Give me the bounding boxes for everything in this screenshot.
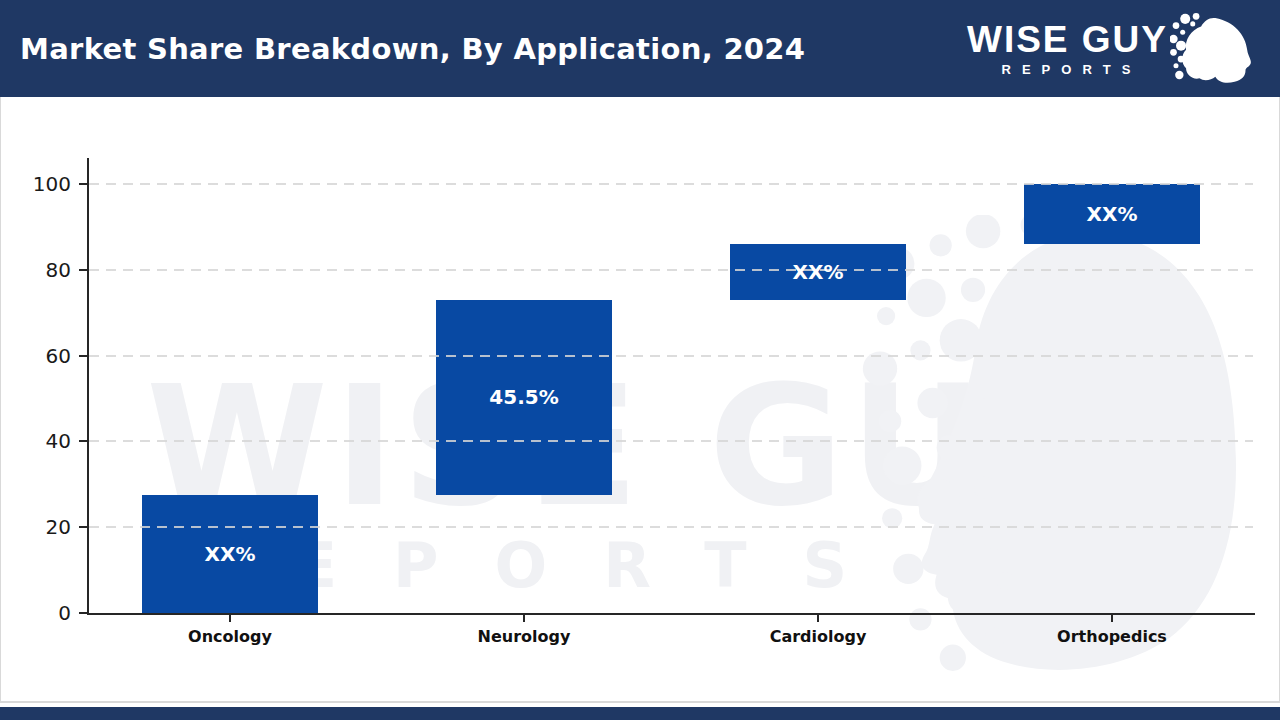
- x-tick-mark: [229, 615, 231, 622]
- y-tick-label: 20: [5, 514, 71, 540]
- y-tick-label: 40: [5, 428, 71, 454]
- y-tick-mark: [79, 440, 87, 442]
- gridline-y20: [89, 526, 1253, 528]
- y-tick-mark: [79, 612, 87, 614]
- bar-value-label: 45.5%: [436, 384, 612, 410]
- y-tick-mark: [79, 269, 87, 271]
- brand-wordmark: WISE GUY: [967, 21, 1168, 58]
- bar-value-label: XX%: [1024, 201, 1200, 227]
- header: Market Share Breakdown, By Application, …: [0, 0, 1280, 97]
- y-tick-label: 100: [5, 171, 71, 197]
- x-category-label-cardiology: Cardiology: [698, 627, 938, 646]
- brand-logo: WISE GUY REPORTS: [967, 13, 1254, 85]
- chart-canvas: WISE GUY REPORTS XX%45.5%XX%XX%020406080…: [0, 97, 1280, 703]
- x-axis-line: [87, 613, 1255, 615]
- brand-face-icon: [1170, 13, 1254, 85]
- report-image: Market Share Breakdown, By Application, …: [0, 0, 1280, 720]
- y-tick-label: 0: [5, 600, 71, 626]
- y-tick-label: 60: [5, 343, 71, 369]
- bar-value-label: XX%: [142, 541, 318, 567]
- y-tick-mark: [79, 526, 87, 528]
- y-tick-label: 80: [5, 257, 71, 283]
- y-tick-mark: [79, 183, 87, 185]
- x-category-label-oncology: Oncology: [110, 627, 350, 646]
- chart-plot-area: XX%45.5%XX%XX%020406080100OncologyNeurol…: [89, 158, 1253, 613]
- y-axis-line: [87, 158, 89, 615]
- brand-subtext: REPORTS: [994, 63, 1142, 76]
- bar-value-label: XX%: [730, 259, 906, 285]
- x-tick-mark: [817, 615, 819, 622]
- brand-logo-text: WISE GUY REPORTS: [967, 21, 1168, 76]
- footer-bar: [0, 707, 1280, 720]
- gridline-y100: [89, 183, 1253, 185]
- y-tick-mark: [79, 355, 87, 357]
- gridline-y40: [89, 440, 1253, 442]
- x-tick-mark: [523, 615, 525, 622]
- gridline-y80: [89, 269, 1253, 271]
- gridline-y60: [89, 355, 1253, 357]
- x-category-label-orthopedics: Orthopedics: [992, 627, 1232, 646]
- x-tick-mark: [1111, 615, 1113, 622]
- page-title: Market Share Breakdown, By Application, …: [20, 32, 805, 66]
- x-category-label-neurology: Neurology: [404, 627, 644, 646]
